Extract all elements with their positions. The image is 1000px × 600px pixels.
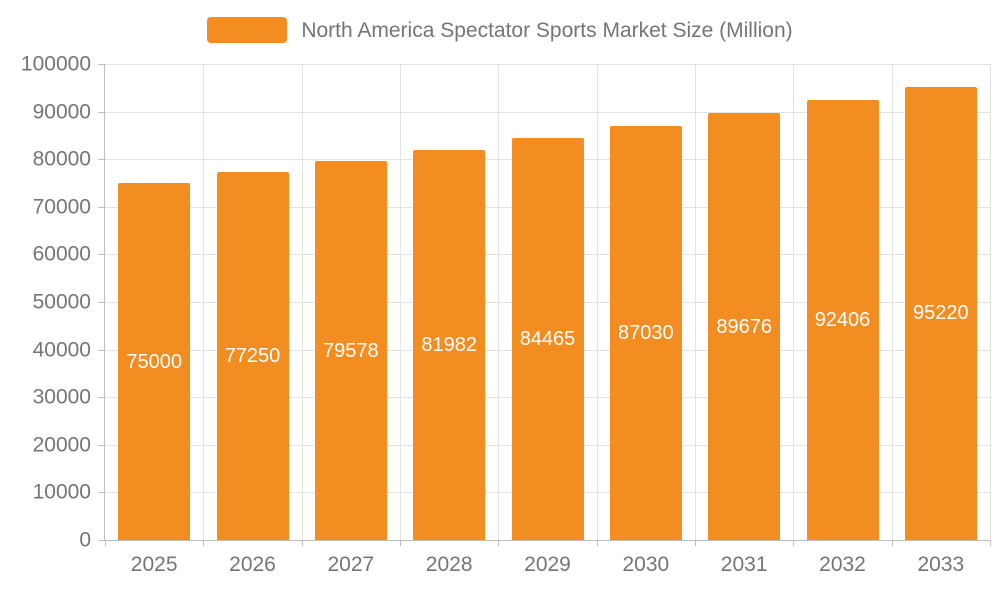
y-axis-tick [98,302,104,303]
y-axis-tick [98,254,104,256]
bar-value-label: 75000 [126,350,182,373]
legend-label: North America Spectator Sports Market Si… [301,18,793,42]
y-axis-label: 30000 [32,385,91,409]
chart-legend[interactable]: North America Spectator Sports Market Si… [0,17,1000,43]
v-gridline [498,64,500,540]
bar-2033[interactable] [904,86,977,540]
bar-value-label: 79578 [323,339,379,362]
bar-2025[interactable] [118,183,191,540]
bar-2031[interactable] [708,113,781,540]
bar-2028[interactable] [413,149,486,540]
v-gridline [695,64,696,540]
y-axis-label: 90000 [32,100,91,124]
bar-value-label: 95220 [913,302,969,325]
y-axis-tick [98,540,104,541]
y-axis-tick [98,159,104,161]
v-gridline [990,64,991,540]
y-axis-tick [98,64,104,65]
x-axis-label-2033: 2033 [917,553,965,576]
x-axis-tick [891,540,893,546]
x-axis-label-2026: 2026 [229,553,276,576]
bar-value-label: 77250 [224,345,281,368]
bar-2026[interactable] [216,172,289,540]
bar-2030[interactable] [609,125,682,540]
y-axis-label: 10000 [32,480,91,504]
y-axis-line [104,64,105,540]
x-axis-tick [596,540,598,546]
x-axis-label-2029: 2029 [524,553,571,576]
y-axis-label: 0 [79,528,91,552]
y-axis-label: 20000 [32,433,91,457]
plot-area: 0 10000 20000 30000 40000 50000 60000 70000 8000… [21,54,991,575]
bar-2032[interactable] [806,100,879,540]
x-axis-label-2027: 2027 [327,553,375,576]
h-gridline [105,64,990,65]
bar-value-label: 84465 [519,327,576,350]
x-axis-tick [400,540,401,546]
bar-value-label: 81982 [421,333,477,356]
bar-2029[interactable] [511,137,584,540]
y-axis-label: 50000 [32,290,91,314]
bar-value-label: 87030 [618,321,674,344]
y-axis-label: 100000 [20,52,91,76]
x-axis-tick [498,540,500,546]
v-gridline [793,64,795,540]
v-gridline [301,64,303,540]
x-axis-label-2028: 2028 [425,553,473,576]
y-axis-label: 80000 [32,147,91,171]
v-gridline [891,64,893,540]
y-axis-tick [98,349,104,351]
x-axis-tick [990,540,991,546]
v-gridline [596,64,598,540]
x-axis-label-2031: 2031 [720,553,768,576]
x-axis-tick [793,540,795,546]
x-axis-label-2030: 2030 [622,553,670,576]
x-axis-line [104,540,990,541]
y-axis-tick [98,397,104,399]
bar-value-label: 92406 [814,309,871,332]
y-axis-tick [98,206,104,208]
y-axis-label: 40000 [32,338,91,362]
x-axis-tick [695,540,696,546]
y-axis-tick [98,492,104,494]
x-axis-label-2025: 2025 [130,553,178,576]
y-axis-label: 60000 [32,242,91,266]
bar-2027[interactable] [314,161,387,540]
x-axis-label-2032: 2032 [819,553,866,576]
y-axis-label: 70000 [32,195,91,219]
x-axis-tick [105,540,106,546]
v-gridline [400,64,401,540]
x-axis-tick [301,540,303,546]
h-gridline [105,111,990,113]
y-axis-tick [98,444,104,446]
legend-swatch [207,17,288,43]
v-gridline [203,64,205,540]
x-axis-tick [203,540,205,546]
bar-value-label: 89676 [716,315,772,338]
y-axis-tick [98,111,104,113]
